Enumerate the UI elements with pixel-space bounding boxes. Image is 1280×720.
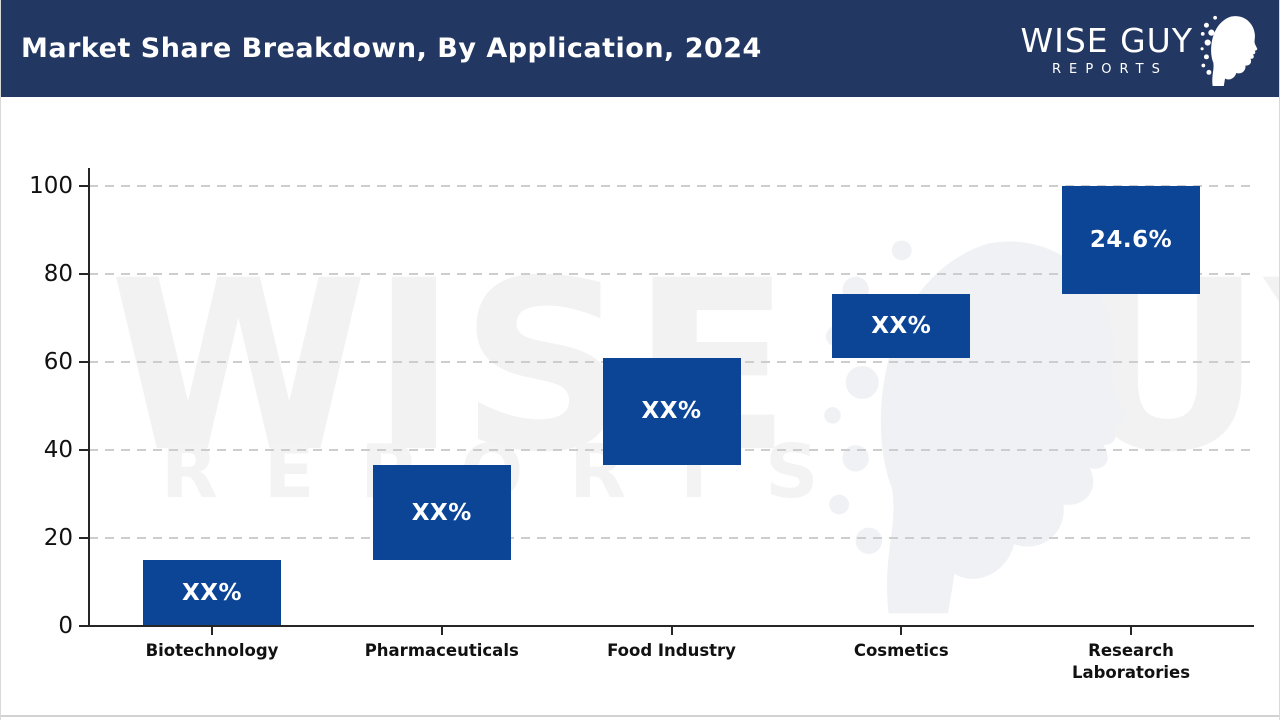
- wiseguy-head-icon: [1200, 15, 1258, 86]
- x-category-label: Biotechnology: [145, 641, 279, 660]
- y-tick-label-0: 0: [58, 613, 73, 639]
- y-tick-label-20: 20: [43, 525, 73, 551]
- wiseguy-logo: WISE GUY REPORTS: [1020, 6, 1261, 94]
- x-tick-3: [670, 626, 673, 635]
- y-tick-label-60: 60: [43, 349, 73, 375]
- y-tick-100: [79, 185, 88, 187]
- x-category-label: Food Industry: [607, 641, 736, 660]
- y-tick-60: [79, 361, 88, 363]
- chart-title: Market Share Breakdown, By Application, …: [21, 33, 762, 64]
- x-category-label: Research Laboratories: [1071, 641, 1191, 683]
- gridline-20: [89, 537, 1254, 539]
- bar-cosmetics: XX%: [832, 294, 971, 358]
- header-bar: Market Share Breakdown, By Application, …: [1, 0, 1279, 97]
- x-tick-5: [1130, 626, 1132, 635]
- x-tick-4: [900, 626, 903, 635]
- gridline-80: [89, 273, 1254, 275]
- bottom-border: [1, 715, 1279, 717]
- bar-value-label: XX%: [641, 398, 702, 425]
- x-category-label: Cosmetics: [853, 641, 949, 660]
- bar-value-label: XX%: [871, 312, 932, 339]
- y-axis-spine: [88, 168, 90, 627]
- y-tick-20: [79, 537, 88, 539]
- x-tick-1: [211, 626, 213, 635]
- bar-value-label: XX%: [181, 580, 242, 606]
- plot-area: 0 20 40 60 80 100 XX% XX% XX% XX% 24.6% Biotechnolo…: [29, 175, 1254, 682]
- y-tick-label-40: 40: [43, 437, 73, 463]
- logo-reports-text: REPORTS: [1051, 62, 1168, 77]
- bar-value-label: XX%: [411, 499, 472, 526]
- logo-wordmark: WISE GUY REPORTS: [1020, 24, 1193, 77]
- bar-biotechnology: XX%: [143, 560, 281, 626]
- bar-research-laboratories: 24.6%: [1062, 186, 1200, 295]
- y-tick-40: [79, 449, 88, 451]
- y-tick-0: [79, 625, 88, 627]
- y-tick-label-100: 100: [29, 173, 73, 199]
- x-axis-spine: [88, 625, 1254, 627]
- y-tick-80: [79, 273, 88, 275]
- gridline-100: [89, 185, 1254, 187]
- bar-value-label: 24.6%: [1089, 227, 1173, 254]
- x-tick-2: [440, 626, 443, 635]
- y-tick-label-80: 80: [43, 261, 73, 287]
- x-category-label: Pharmaceuticals: [364, 641, 519, 660]
- logo-name-text: WISE GUY: [1020, 21, 1193, 60]
- bar-pharmaceuticals: XX%: [372, 465, 511, 560]
- bar-food-industry: XX%: [602, 357, 741, 466]
